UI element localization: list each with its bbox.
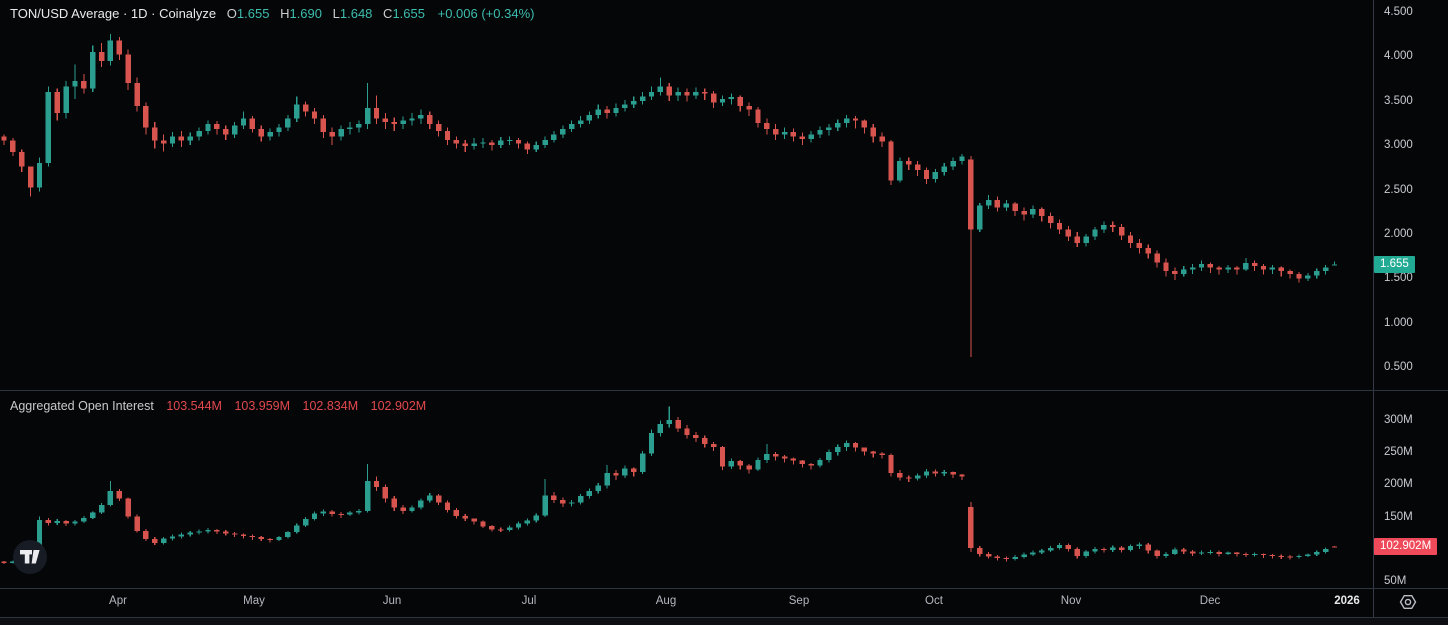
oi-axis-tick: 150M — [1384, 510, 1413, 523]
time-axis-label-jun: Jun — [382, 595, 402, 607]
time-axis-label-aug: Aug — [655, 595, 677, 607]
price-panel-legend: TON/USD Average · 1D · Coinalyze O1.655 … — [10, 6, 534, 21]
time-axis-label-apr: Apr — [109, 595, 127, 607]
oi-title[interactable]: Aggregated Open Interest — [10, 399, 154, 413]
open-label: O — [226, 6, 237, 21]
last-price-text: 1.655 — [1380, 257, 1409, 270]
price-axis-tick: 4.000 — [1384, 50, 1413, 63]
low-value: 1.648 — [339, 6, 373, 21]
oi-axis-tick: 200M — [1384, 478, 1413, 491]
time-axis-label-sep: Sep — [788, 595, 810, 607]
oi-axis-tick: 50M — [1384, 574, 1407, 587]
open-value: 1.655 — [236, 6, 270, 21]
low-label: L — [332, 6, 340, 21]
price-axis-tick: 3.000 — [1384, 139, 1413, 152]
change-value: +0.006 (+0.34%) — [437, 6, 535, 21]
time-axis-label-nov: Nov — [1060, 595, 1082, 607]
price-axis-tick: 2.000 — [1384, 227, 1413, 240]
oi-close-value: 102.902M — [370, 399, 427, 413]
oi-axis-tick: 300M — [1384, 414, 1413, 426]
close-label: C — [383, 6, 393, 21]
high-value: 1.690 — [289, 6, 323, 21]
candlestick-chart-canvas[interactable] — [0, 0, 1373, 617]
tradingview-logo[interactable] — [12, 539, 48, 575]
high-label: H — [280, 6, 290, 21]
price-axis-tick: 3.500 — [1384, 94, 1413, 107]
price-axis-tick: 2.500 — [1384, 183, 1413, 196]
last-oi-text: 102.902M — [1380, 540, 1432, 553]
last-oi-badge: 102.902M — [1374, 538, 1438, 556]
time-axis-label-jul: Jul — [521, 595, 537, 607]
price-axis-border — [1373, 0, 1374, 617]
time-axis-top-border — [0, 588, 1448, 589]
bottom-strip — [0, 618, 1448, 625]
chart-settings-icon[interactable] — [1399, 593, 1417, 611]
oi-high-value: 103.959M — [234, 399, 291, 413]
price-axis-tick: 4.500 — [1384, 6, 1413, 18]
price-axis-tick: 0.500 — [1384, 361, 1413, 373]
time-axis-label-oct: Oct — [925, 595, 943, 607]
gear-circle — [1404, 598, 1412, 606]
logo-v-shape — [31, 550, 40, 564]
logo-t-stem — [24, 550, 30, 564]
gear-hexagon — [1399, 595, 1417, 610]
time-axis-label-may: May — [243, 595, 265, 607]
oi-open-value: 103.544M — [166, 399, 222, 413]
oi-axis-tick: 250M — [1384, 446, 1413, 459]
time-axis-label-dec: Dec — [1199, 595, 1221, 607]
open-interest-legend: Aggregated Open Interest 103.544M 103.95… — [10, 399, 426, 413]
price-axis-tick: 1.500 — [1384, 272, 1413, 285]
panel-divider[interactable] — [0, 390, 1448, 391]
oi-low-value: 102.834M — [302, 399, 359, 413]
close-value: 1.655 — [392, 6, 425, 21]
time-axis-bottom-border — [0, 617, 1448, 618]
logo-circle — [13, 540, 47, 574]
time-axis[interactable]: Apr May Jun Jul Aug Sep Oct Nov Dec 2026 — [0, 589, 1373, 617]
price-axis-tick: 1.000 — [1384, 316, 1413, 329]
time-axis-label-2026: 2026 — [1334, 595, 1360, 607]
symbol-title[interactable]: TON/USD Average · 1D · Coinalyze — [10, 6, 217, 21]
last-price-badge: 1.655 — [1374, 255, 1415, 273]
